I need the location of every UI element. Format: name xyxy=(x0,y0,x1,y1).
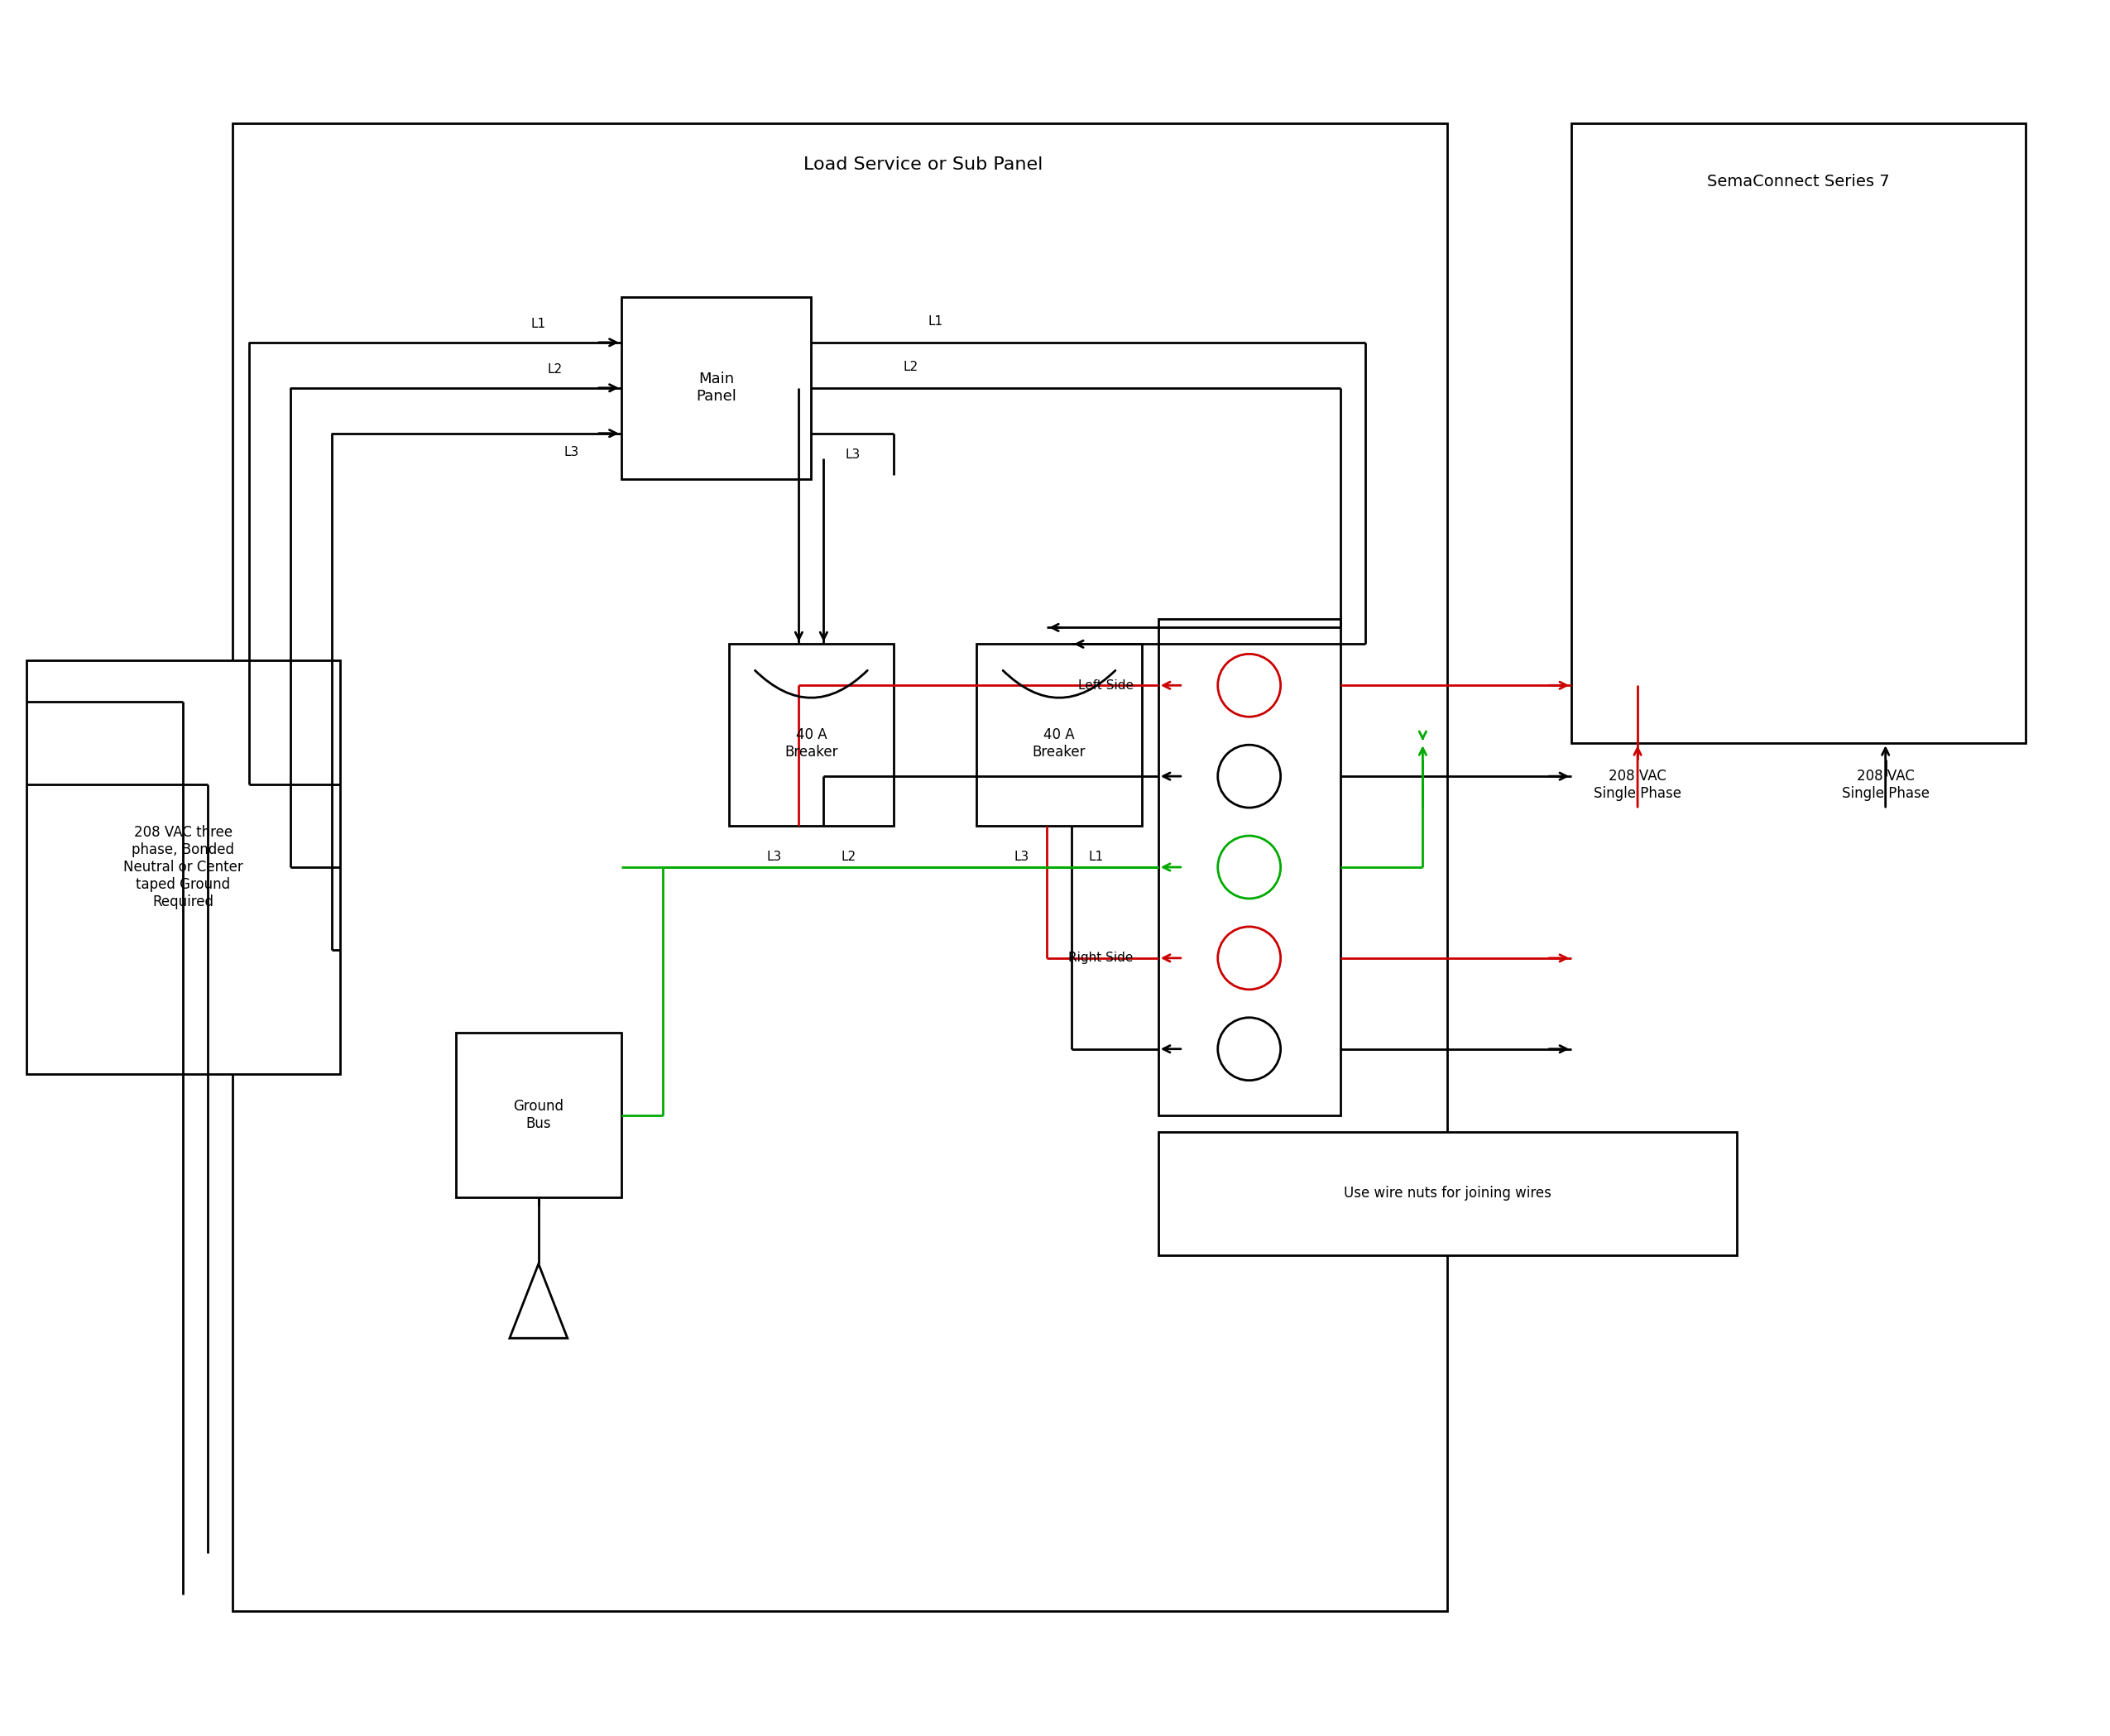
Text: L1: L1 xyxy=(1089,851,1104,863)
Text: 40 A
Breaker: 40 A Breaker xyxy=(785,727,838,759)
Polygon shape xyxy=(511,1264,568,1338)
Text: L2: L2 xyxy=(903,361,918,373)
Text: Ground
Bus: Ground Bus xyxy=(513,1099,563,1132)
Circle shape xyxy=(1217,1017,1281,1080)
Text: 208 VAC
Single Phase: 208 VAC Single Phase xyxy=(1593,769,1682,800)
Text: 208 VAC
Single Phase: 208 VAC Single Phase xyxy=(1842,769,1929,800)
Text: Left Side: Left Side xyxy=(1078,679,1133,691)
Text: L1: L1 xyxy=(928,316,943,328)
Bar xyxy=(728,644,895,826)
Text: Use wire nuts for joining wires: Use wire nuts for joining wires xyxy=(1344,1186,1551,1201)
Text: L2: L2 xyxy=(842,851,857,863)
Bar xyxy=(1158,1132,1737,1255)
Text: 40 A
Breaker: 40 A Breaker xyxy=(1032,727,1087,759)
Text: L3: L3 xyxy=(563,446,578,458)
Bar xyxy=(1158,620,1340,1115)
Circle shape xyxy=(1217,654,1281,717)
Text: 208 VAC three
phase, Bonded
Neutral or Center
taped Ground
Required: 208 VAC three phase, Bonded Neutral or C… xyxy=(122,825,243,910)
Bar xyxy=(977,644,1142,826)
Circle shape xyxy=(1217,835,1281,899)
Circle shape xyxy=(1217,927,1281,990)
Text: Main
Panel: Main Panel xyxy=(696,372,736,404)
Circle shape xyxy=(1217,745,1281,807)
Text: L3: L3 xyxy=(1015,851,1030,863)
Bar xyxy=(620,297,810,479)
Bar xyxy=(25,661,340,1075)
Text: L3: L3 xyxy=(766,851,781,863)
Text: Right Side: Right Side xyxy=(1068,951,1133,963)
Bar xyxy=(232,123,1447,1611)
Text: SemaConnect Series 7: SemaConnect Series 7 xyxy=(1707,174,1891,189)
Bar xyxy=(456,1033,620,1198)
Text: L1: L1 xyxy=(532,318,546,330)
Text: L2: L2 xyxy=(549,363,563,375)
Text: Load Service or Sub Panel: Load Service or Sub Panel xyxy=(804,156,1042,174)
Bar xyxy=(1572,123,2026,743)
Text: L3: L3 xyxy=(844,448,861,460)
